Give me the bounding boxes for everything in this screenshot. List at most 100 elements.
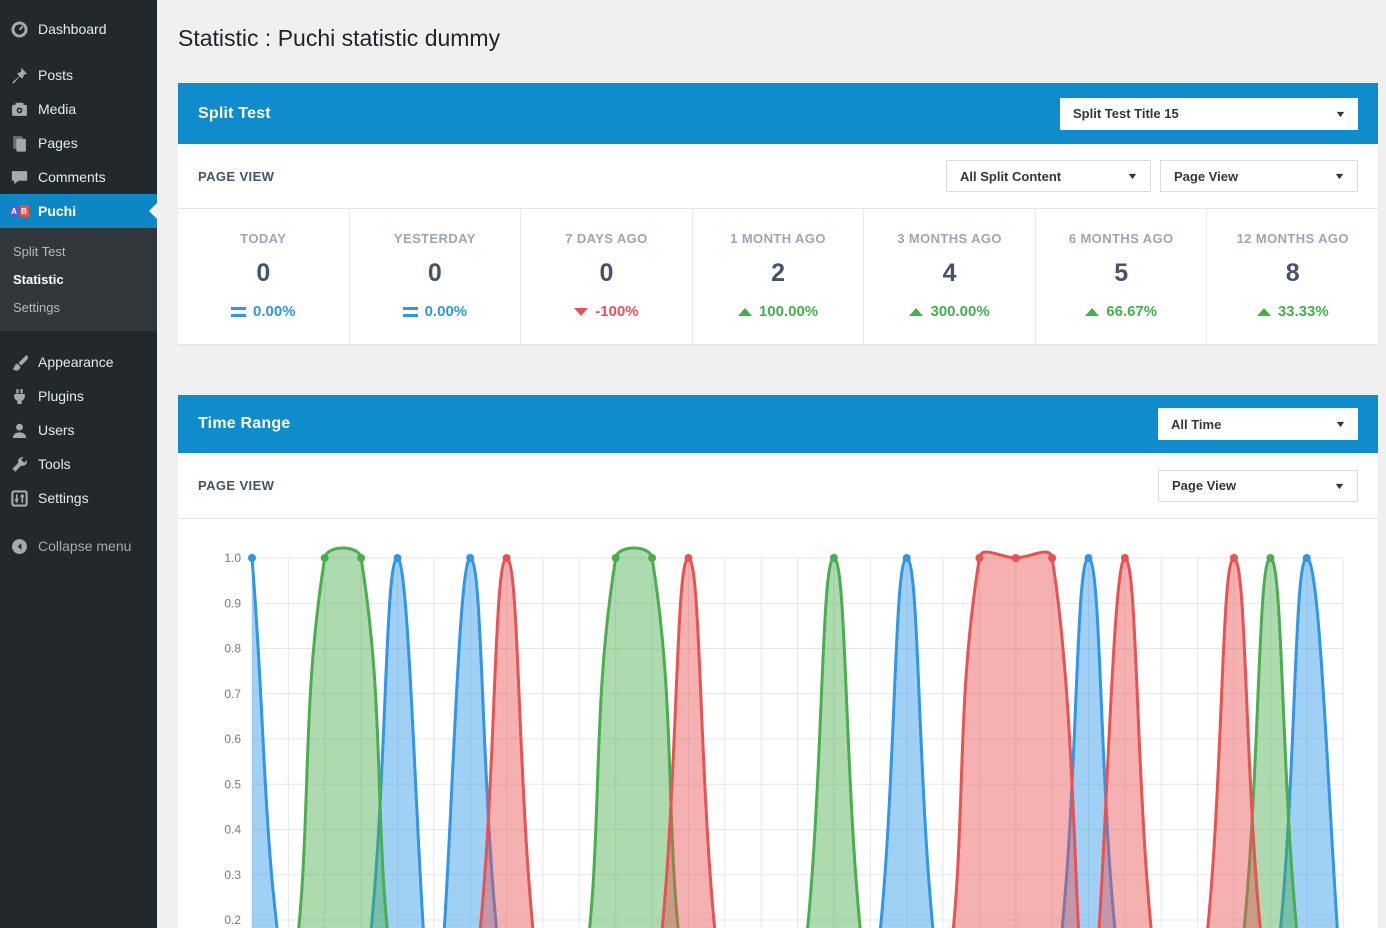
plugins-icon — [9, 386, 29, 406]
sidebar-item-label: Tools — [38, 456, 71, 472]
split-test-title-dropdown[interactable]: Split Test Title 15 ▼ — [1060, 98, 1358, 130]
sidebar-item-settings[interactable]: Settings — [0, 293, 157, 321]
sidebar-item-label: Comments — [38, 169, 106, 185]
svg-text:0.7: 0.7 — [224, 687, 241, 701]
admin-menu-lower: Appearance Plugins Users Tools Settings Colla… — [0, 345, 157, 563]
sidebar-item-plugins[interactable]: Plugins — [0, 379, 157, 413]
puchi-submenu: Split Test Statistic Settings — [0, 228, 157, 331]
sidebar-item-users[interactable]: Users — [0, 413, 157, 447]
users-icon — [9, 420, 29, 440]
panel-title: Split Test — [198, 105, 271, 123]
sidebar-item-label: Puchi — [38, 203, 76, 219]
sidebar-item-label: Dashboard — [38, 21, 107, 37]
comments-icon — [9, 167, 29, 187]
sidebar-item-statistic[interactable]: Statistic — [0, 265, 157, 293]
dropdown-value: All Split Content — [960, 169, 1061, 184]
stat-value: 8 — [1207, 259, 1378, 288]
stat-value: 4 — [864, 259, 1035, 288]
stat-change: 0.00% — [178, 303, 349, 320]
section-label: PAGE VIEW — [198, 169, 274, 184]
sidebar-item-pages[interactable]: Pages — [0, 126, 157, 160]
sidebar-item-label: Plugins — [38, 388, 84, 404]
page-view-area-chart[interactable]: 1.00.90.80.70.60.50.40.30.20.10.0 — [178, 519, 1378, 928]
dashboard-icon — [9, 19, 29, 39]
stat-period-label: 6 MONTHS AGO — [1036, 231, 1207, 246]
stat-period-label: 12 MONTHS AGO — [1207, 231, 1378, 246]
sidebar-item-label: Posts — [38, 67, 73, 83]
chevron-down-icon: ▼ — [1126, 171, 1138, 181]
pages-icon — [9, 133, 29, 153]
split-test-panel: Split Test Split Test Title 15 ▼ PAGE VI… — [178, 83, 1378, 344]
all-time-dropdown[interactable]: All Time ▼ — [1158, 408, 1358, 440]
all-split-content-dropdown[interactable]: All Split Content ▼ — [946, 160, 1151, 192]
time-range-panel: Time Range All Time ▼ PAGE VIEW Page Vie… — [178, 395, 1378, 928]
stat-value: 0 — [521, 259, 692, 288]
sidebar-item-comments[interactable]: Comments — [0, 160, 157, 194]
stat-period-label: 7 DAYS AGO — [521, 231, 692, 246]
stat-value: 5 — [1036, 259, 1207, 288]
collapse-menu-label: Collapse menu — [38, 538, 131, 554]
stat-period-label: YESTERDAY — [350, 231, 521, 246]
stat-period-label: 1 MONTH AGO — [693, 231, 864, 246]
panel-title: Time Range — [198, 415, 290, 433]
stat-change: 33.33% — [1207, 303, 1378, 320]
stat-3-months-ago: 3 MONTHS AGO4300.00% — [864, 209, 1036, 344]
up-triangle-icon — [738, 308, 752, 316]
stat-12-months-ago: 12 MONTHS AGO 8 33.33% — [1207, 209, 1378, 344]
down-triangle-icon — [574, 308, 588, 316]
dropdown-value: All Time — [1171, 417, 1221, 432]
sidebar-item-settings[interactable]: Settings — [0, 481, 157, 515]
time-pageview-row: PAGE VIEW Page View ▼ — [178, 453, 1378, 519]
svg-text:0.9: 0.9 — [224, 596, 241, 610]
sidebar-item-label: Split Test — [13, 244, 66, 259]
collapse-icon — [9, 536, 29, 556]
stat-1-month-ago: 1 MONTH AGO2100.00% — [693, 209, 865, 344]
sidebar-item-label: Settings — [13, 300, 60, 315]
stat-today: TODAY00.00% — [178, 209, 350, 344]
svg-text:0.8: 0.8 — [224, 642, 241, 656]
split-filters: All Split Content ▼ Page View ▼ — [946, 160, 1358, 192]
appearance-icon — [9, 352, 29, 372]
admin-menu: Dashboard Posts MediaPages Comments AB Puchi — [0, 0, 157, 228]
sidebar-item-label: Users — [38, 422, 75, 438]
stat-change: 66.67% — [1036, 303, 1207, 320]
media-icon — [9, 99, 29, 119]
sidebar-item-label: Statistic — [13, 272, 64, 287]
sidebar-item-dashboard[interactable]: Dashboard — [0, 12, 157, 46]
admin-sidebar: DashboardPostsMediaPagesCommentsABPuchi … — [0, 0, 157, 928]
metric-dropdown[interactable]: Page View ▼ — [1158, 470, 1358, 502]
stat-change-text: -100% — [595, 303, 638, 320]
sidebar-item-media[interactable]: Media — [0, 92, 157, 126]
sidebar-item-split-test[interactable]: Split Test — [0, 237, 157, 265]
sidebar-item-label: Settings — [38, 490, 89, 506]
puchi-ab-icon: AB — [9, 201, 29, 221]
sidebar-item-label: Appearance — [38, 354, 114, 370]
dropdown-value: Page View — [1174, 169, 1238, 184]
chart-canvas[interactable]: 1.00.90.80.70.60.50.40.30.20.10.0 — [178, 519, 1378, 928]
section-label: PAGE VIEW — [198, 478, 274, 493]
stat-7-days-ago: 7 DAYS AGO 0 -100% — [521, 209, 693, 344]
sidebar-item-puchi[interactable]: AB Puchi — [0, 194, 157, 228]
collapse-menu-button[interactable]: Collapse menu — [0, 529, 157, 563]
svg-text:0.5: 0.5 — [224, 777, 241, 791]
dropdown-value: Page View — [1172, 478, 1236, 493]
metric-dropdown[interactable]: Page View ▼ — [1160, 160, 1358, 192]
split-pageview-row: PAGE VIEW All Split Content ▼ Page View … — [178, 144, 1378, 209]
time-filters: Page View ▼ — [1158, 470, 1358, 502]
stat-change-text: 33.33% — [1278, 303, 1329, 320]
stat-change-text: 300.00% — [930, 303, 989, 320]
chevron-down-icon: ▼ — [1333, 481, 1345, 491]
sidebar-item-posts[interactable]: Posts — [0, 58, 157, 92]
chevron-down-icon: ▼ — [1334, 419, 1346, 429]
sidebar-item-tools[interactable]: Tools — [0, 447, 157, 481]
up-triangle-icon — [1085, 308, 1099, 316]
stat-period-label: TODAY — [178, 231, 349, 246]
svg-text:0.4: 0.4 — [224, 823, 241, 837]
sidebar-item-appearance[interactable]: Appearance — [0, 345, 157, 379]
svg-text:0.2: 0.2 — [224, 913, 241, 927]
chevron-down-icon: ▼ — [1333, 171, 1345, 181]
stat-change-text: 100.00% — [759, 303, 818, 320]
equals-icon — [231, 307, 246, 317]
up-triangle-icon — [909, 308, 923, 316]
stat-change: 300.00% — [864, 303, 1035, 320]
